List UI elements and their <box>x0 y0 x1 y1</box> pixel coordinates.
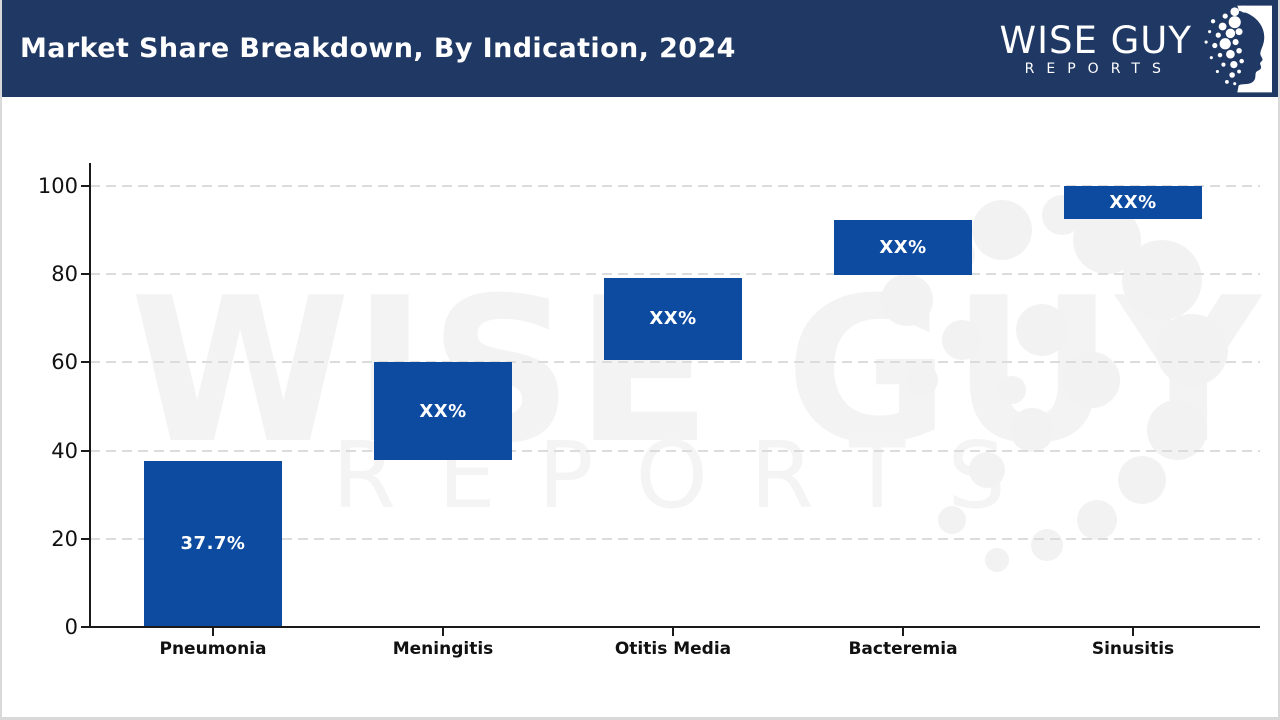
gridline <box>90 537 1260 540</box>
y-axis-spine <box>89 163 91 628</box>
y-tick-mark <box>81 626 90 628</box>
watermark-dot <box>906 364 938 396</box>
watermark-dot <box>985 548 1009 572</box>
category-label: Pneumonia <box>159 639 267 659</box>
watermark-dot <box>938 506 966 534</box>
x-tick-mark <box>212 628 214 636</box>
header-bar: Market Share Breakdown, By Indication, 2… <box>2 0 1278 97</box>
y-tick-mark <box>81 273 90 276</box>
gridline <box>90 273 1260 276</box>
gridline <box>90 361 1260 364</box>
watermark-dot <box>1118 456 1166 504</box>
logo-text-reports: REPORTS <box>1024 60 1173 77</box>
y-tick-label: 40 <box>51 438 78 463</box>
watermark-dot <box>942 320 982 360</box>
gridline <box>90 449 1260 452</box>
category-label: Sinusitis <box>1091 639 1175 659</box>
bar-value-label: XX% <box>879 236 927 258</box>
watermark-dot <box>972 200 1032 260</box>
y-tick-label: 100 <box>37 174 78 198</box>
watermark-dot <box>1156 314 1228 386</box>
y-tick-label: 0 <box>64 615 78 639</box>
bar-bacteremia: XX% <box>834 219 972 275</box>
logo-face-icon <box>1204 5 1272 92</box>
bar-value-label: XX% <box>649 308 697 330</box>
x-tick-mark <box>442 628 444 636</box>
y-tick-mark <box>81 361 90 364</box>
watermark-dot <box>1031 529 1063 561</box>
y-tick-mark <box>81 537 90 540</box>
bar-value-label: XX% <box>419 400 467 422</box>
watermark-dot <box>1010 408 1054 452</box>
bar-pneumonia: 37.7% <box>144 460 282 627</box>
logo-wordmark: WISE GUY REPORTS <box>1000 22 1192 76</box>
x-tick-mark <box>672 628 674 636</box>
bar-value-label: XX% <box>1109 191 1157 213</box>
watermark-dot <box>1077 500 1117 540</box>
watermark-dot <box>1122 240 1202 320</box>
chart-title: Market Share Breakdown, By Indication, 2… <box>20 33 736 64</box>
watermark-dot <box>998 376 1026 404</box>
y-tick-label: 60 <box>51 350 78 375</box>
bar-meningitis: XX% <box>374 361 512 461</box>
watermark-dot <box>969 452 1005 488</box>
watermark-dot <box>1016 304 1068 356</box>
y-tick-label: 80 <box>51 262 78 287</box>
gridline <box>90 185 1260 187</box>
logo-text-wiseguy: WISE GUY <box>999 18 1192 62</box>
watermark-dot <box>881 274 933 326</box>
category-label: Bacteremia <box>848 639 958 659</box>
category-label: Meningitis <box>392 639 494 659</box>
watermark-dot <box>1064 352 1120 408</box>
y-tick-label: 20 <box>51 526 78 551</box>
y-tick-mark <box>81 185 90 187</box>
x-tick-mark <box>1132 628 1134 636</box>
y-tick-mark <box>81 449 90 452</box>
bar-value-label: 37.7% <box>180 533 246 555</box>
x-axis-spine <box>89 626 1260 628</box>
bar-sinusitis: XX% <box>1064 186 1202 219</box>
bar-otitis-media: XX% <box>604 277 742 361</box>
wiseguy-logo: WISE GUY REPORTS <box>1000 5 1278 93</box>
x-tick-mark <box>902 628 904 636</box>
category-label: Otitis Media <box>614 639 732 659</box>
